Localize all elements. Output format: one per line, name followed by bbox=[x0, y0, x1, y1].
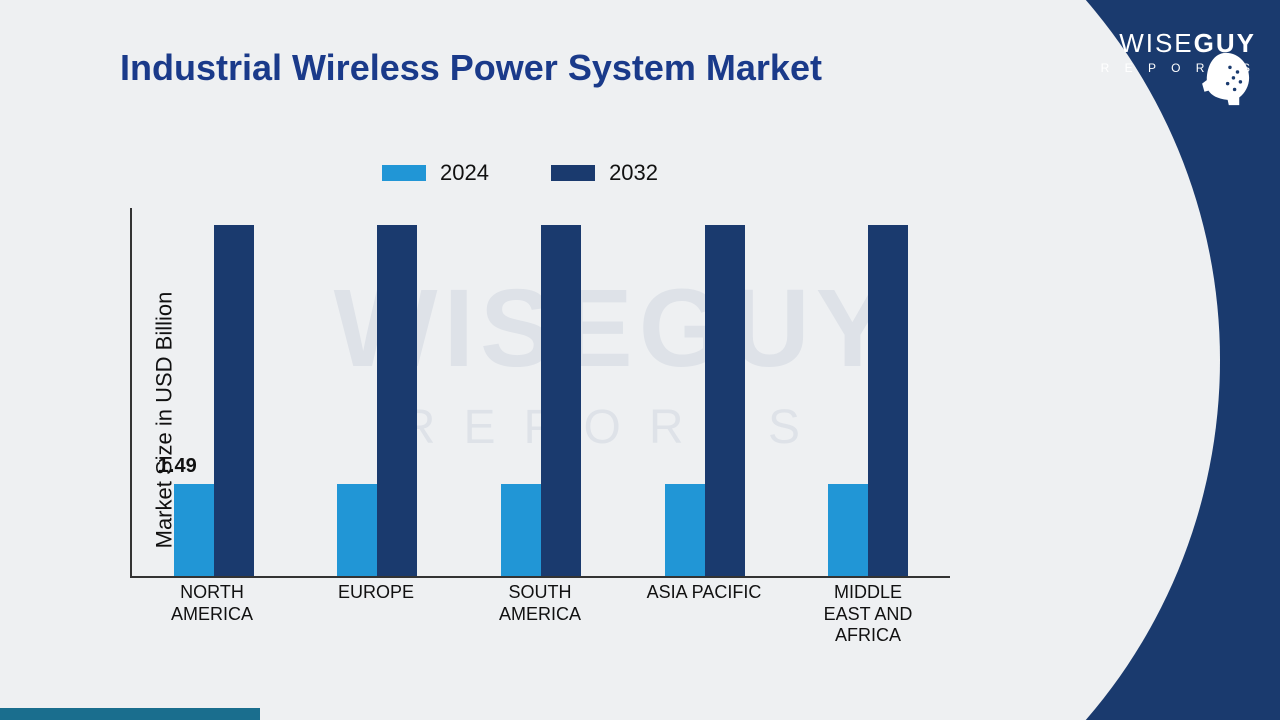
brand-main: WISE bbox=[1119, 28, 1193, 58]
bar-2032 bbox=[541, 225, 581, 577]
legend-label-2032: 2032 bbox=[609, 160, 658, 186]
bar-2024 bbox=[665, 484, 705, 576]
x-axis-labels: NORTH AMERICA EUROPE SOUTH AMERICA ASIA PAC… bbox=[130, 582, 950, 647]
legend-label-2024: 2024 bbox=[440, 160, 489, 186]
chart-area: Market Size in USD Billion 2024 2032 1.4… bbox=[90, 160, 950, 680]
bar-group bbox=[818, 225, 918, 577]
chart-title: Industrial Wireless Power System Market bbox=[120, 46, 840, 89]
bar-groups: 1.49 bbox=[132, 208, 950, 576]
x-label: NORTH AMERICA bbox=[152, 582, 272, 647]
x-label: MIDDLE EAST AND AFRICA bbox=[808, 582, 928, 647]
bar-2032 bbox=[868, 225, 908, 577]
x-label: SOUTH AMERICA bbox=[480, 582, 600, 647]
bar-2032 bbox=[705, 225, 745, 577]
bar-2024 bbox=[501, 484, 541, 576]
x-label: EUROPE bbox=[316, 582, 436, 647]
head-icon bbox=[1194, 50, 1252, 108]
value-label: 1.49 bbox=[158, 455, 197, 478]
bar-group: 1.49 bbox=[164, 225, 264, 577]
canvas: WISEGUY R E P O R T S Industrial Wireles… bbox=[0, 0, 1280, 720]
bar-group bbox=[491, 225, 591, 577]
bar-group bbox=[327, 225, 427, 577]
legend-item-2024: 2024 bbox=[382, 160, 489, 186]
brand-logo: WISEGUY R E P O R T S bbox=[1101, 28, 1256, 75]
bar-2024 bbox=[337, 484, 377, 576]
legend: 2024 2032 bbox=[90, 160, 950, 187]
bar-group bbox=[655, 225, 755, 577]
right-panel bbox=[960, 0, 1280, 720]
bar-2032 bbox=[377, 225, 417, 577]
x-label: ASIA PACIFIC bbox=[644, 582, 764, 647]
legend-swatch-2032 bbox=[551, 165, 595, 181]
bar-2032 bbox=[214, 225, 254, 577]
legend-swatch-2024 bbox=[382, 165, 426, 181]
bottom-accent-bar bbox=[0, 708, 260, 720]
bar-2024 bbox=[174, 484, 214, 576]
legend-item-2032: 2032 bbox=[551, 160, 658, 186]
plot-region: 1.49 bbox=[130, 208, 950, 578]
bar-2024 bbox=[828, 484, 868, 576]
